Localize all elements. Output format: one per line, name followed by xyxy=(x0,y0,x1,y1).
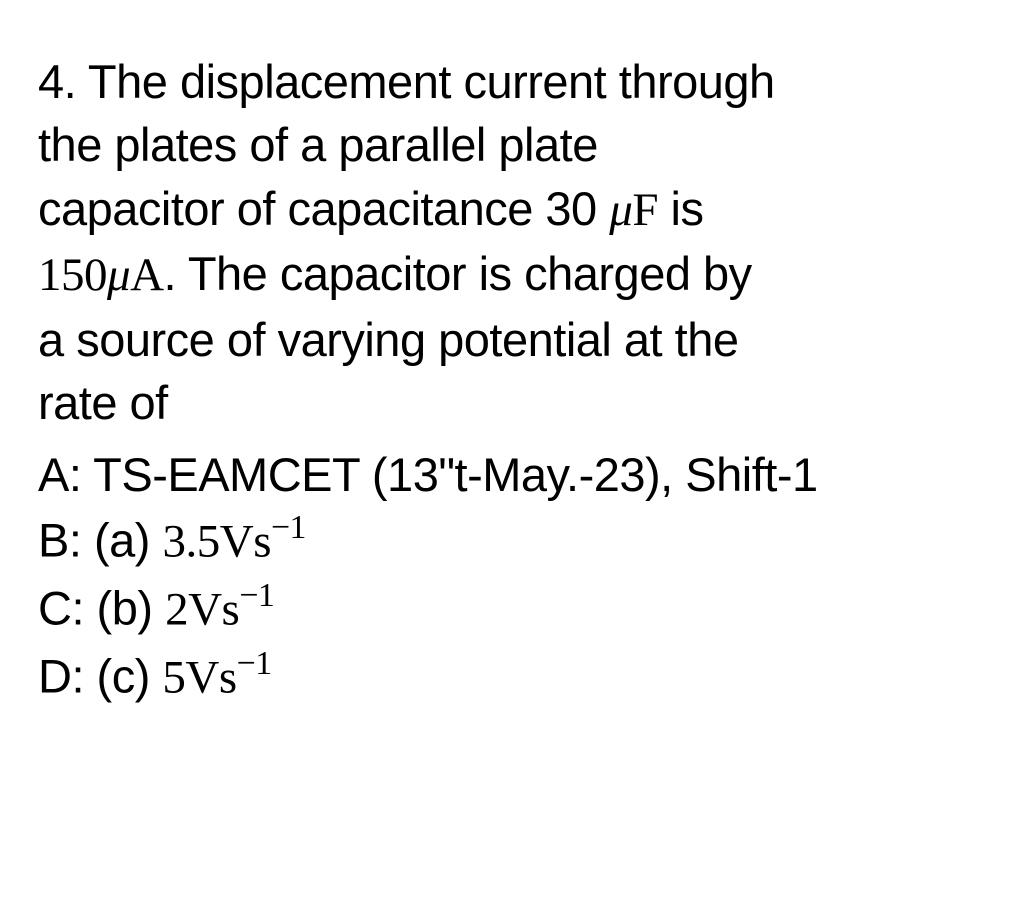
option-a-label: A: xyxy=(38,448,81,501)
option-c-sub: (b) xyxy=(84,582,165,635)
option-b-value: 3.5 xyxy=(162,516,219,568)
option-b-label: B: xyxy=(38,514,81,567)
question-line-2: the plates of a parallel plate xyxy=(38,113,986,176)
question-line-3: capacitor of capacitance 30 μF is xyxy=(38,177,986,242)
question-number: 4. xyxy=(38,55,76,108)
option-a-text: TS-EAMCET (13"t-May.-23), Shift-1 xyxy=(81,448,817,501)
option-b: B: (a) 3.5Vs−1 xyxy=(38,507,986,575)
option-c-exp: −1 xyxy=(239,577,274,614)
question-line-6: rate of xyxy=(38,371,986,434)
option-d-second: s xyxy=(219,651,237,703)
option-d-value: 5 xyxy=(162,651,185,703)
option-d-volt: V xyxy=(185,651,218,703)
question-line3-suffix: is xyxy=(658,182,704,235)
option-c: C: (b) 2Vs−1 xyxy=(38,575,986,643)
value-150: 150 xyxy=(38,249,107,301)
option-a: A: TS-EAMCET (13"t-May.-23), Shift-1 xyxy=(38,443,986,508)
farad-unit: F xyxy=(632,184,658,236)
option-b-exp: −1 xyxy=(271,509,306,546)
option-b-second: s xyxy=(253,516,271,568)
question-block: 4. The displacement current through the … xyxy=(38,50,986,435)
option-c-label: C: xyxy=(38,582,84,635)
mu-symbol: μ xyxy=(609,184,632,236)
option-d-exp: −1 xyxy=(237,645,272,682)
question-line-4: 150μA. The capacitor is charged by xyxy=(38,242,986,307)
options-block: A: TS-EAMCET (13"t-May.-23), Shift-1 B: … xyxy=(38,443,986,710)
question-line1-text: The displacement current through xyxy=(88,55,775,108)
question-line4-text: . The capacitor is charged by xyxy=(164,247,752,300)
ampere-unit: A xyxy=(130,249,163,301)
question-line-5: a source of varying potential at the xyxy=(38,308,986,371)
option-c-value: 2 xyxy=(165,584,188,636)
option-d-label: D: xyxy=(38,649,84,702)
option-c-volt: V xyxy=(188,584,221,636)
question-line-1: 4. The displacement current through xyxy=(38,50,986,113)
question-line3-prefix: capacitor of capacitance 30 xyxy=(38,182,609,235)
option-d: D: (c) 5Vs−1 xyxy=(38,643,986,711)
option-d-sub: (c) xyxy=(84,649,162,702)
option-c-second: s xyxy=(222,584,240,636)
option-b-volt: V xyxy=(220,516,253,568)
mu-symbol-2: μ xyxy=(107,249,130,301)
option-b-sub: (a) xyxy=(81,514,162,567)
